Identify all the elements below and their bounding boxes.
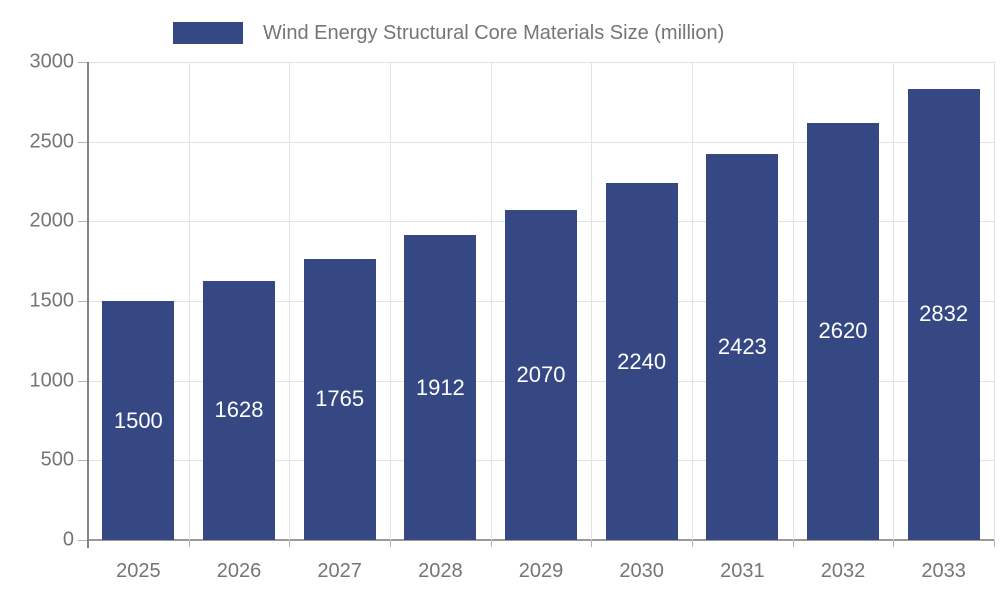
- x-axis-label-2033: 2033: [921, 560, 966, 582]
- y-axis-label-2500: 2500: [29, 130, 75, 153]
- x-tick-1: [188, 540, 190, 547]
- y-tick-1500: [78, 301, 88, 302]
- bar-2029: 2070: [505, 210, 577, 540]
- x-tick-7: [792, 540, 794, 547]
- gridline-y-2500: [88, 141, 994, 143]
- y-axis-label-500: 500: [40, 448, 74, 471]
- x-tick-2: [289, 540, 291, 547]
- y-axis-label-1500: 1500: [29, 289, 75, 312]
- gridline-x-6: [692, 62, 693, 540]
- bar-value-label: 1912: [415, 374, 465, 400]
- x-tick-6: [692, 540, 693, 547]
- x-tick-5: [591, 540, 593, 547]
- x-axis-label-2025: 2025: [116, 560, 161, 582]
- x-tick-9: [994, 540, 995, 547]
- gridline-x-8: [893, 62, 895, 540]
- y-tick-500: [78, 460, 88, 462]
- gridline-y-3000: [88, 62, 994, 63]
- legend-swatch: [173, 22, 243, 44]
- bar-value-label: 2620: [818, 318, 868, 344]
- bar-value-label: 2240: [617, 348, 667, 374]
- y-tick-3000: [78, 62, 88, 63]
- bar-2027: 1765: [303, 258, 376, 540]
- gridline-x-3: [390, 62, 391, 540]
- y-tick-2500: [78, 141, 88, 143]
- bar-value-label: 1628: [214, 397, 264, 423]
- bar-value-label: 2070: [516, 362, 566, 388]
- y-axis-label-2000: 2000: [29, 209, 75, 232]
- gridline-x-5: [591, 62, 593, 540]
- bar-value-label: 2832: [919, 301, 969, 327]
- x-axis-label-2030: 2030: [619, 560, 664, 582]
- y-tick-1000: [78, 380, 88, 382]
- x-axis-label-2032: 2032: [820, 560, 866, 582]
- bar-2032: 2620: [807, 122, 879, 540]
- bar-value-label: 1500: [113, 407, 163, 433]
- x-axis-label-2028: 2028: [418, 560, 463, 582]
- bar-2026: 1628: [203, 280, 275, 540]
- x-axis-line: [88, 539, 994, 541]
- gridline-x-7: [792, 62, 794, 540]
- x-tick-4: [490, 540, 492, 547]
- x-axis-label-2031: 2031: [720, 560, 765, 582]
- bar-2031: 2423: [706, 153, 779, 540]
- y-axis-label-1000: 1000: [29, 369, 75, 392]
- gridline-x-2: [289, 62, 291, 540]
- y-tick-0: [78, 540, 88, 541]
- x-axis-label-2026: 2026: [216, 560, 262, 582]
- y-axis-line: [87, 62, 89, 548]
- bar-2025: 1500: [102, 301, 175, 540]
- gridline-x-9: [994, 62, 995, 540]
- legend-label: Wind Energy Structural Core Materials Si…: [263, 21, 725, 44]
- y-tick-2000: [78, 221, 88, 223]
- x-axis-label-2029: 2029: [518, 560, 564, 582]
- gridline-x-1: [188, 62, 190, 540]
- y-axis-label-3000: 3000: [29, 50, 75, 73]
- bar-2028: 1912: [404, 235, 477, 540]
- x-axis-label-2027: 2027: [317, 560, 362, 582]
- bar-2033: 2832: [907, 88, 980, 540]
- bar-value-label: 2423: [717, 333, 767, 359]
- bar-2030: 2240: [605, 183, 678, 540]
- x-tick-8: [893, 540, 895, 547]
- bar-value-label: 1765: [315, 386, 365, 412]
- y-axis-label-0: 0: [62, 528, 74, 551]
- gridline-x-4: [490, 62, 492, 540]
- x-tick-3: [390, 540, 391, 547]
- legend: Wind Energy Structural Core Materials Si…: [173, 22, 724, 44]
